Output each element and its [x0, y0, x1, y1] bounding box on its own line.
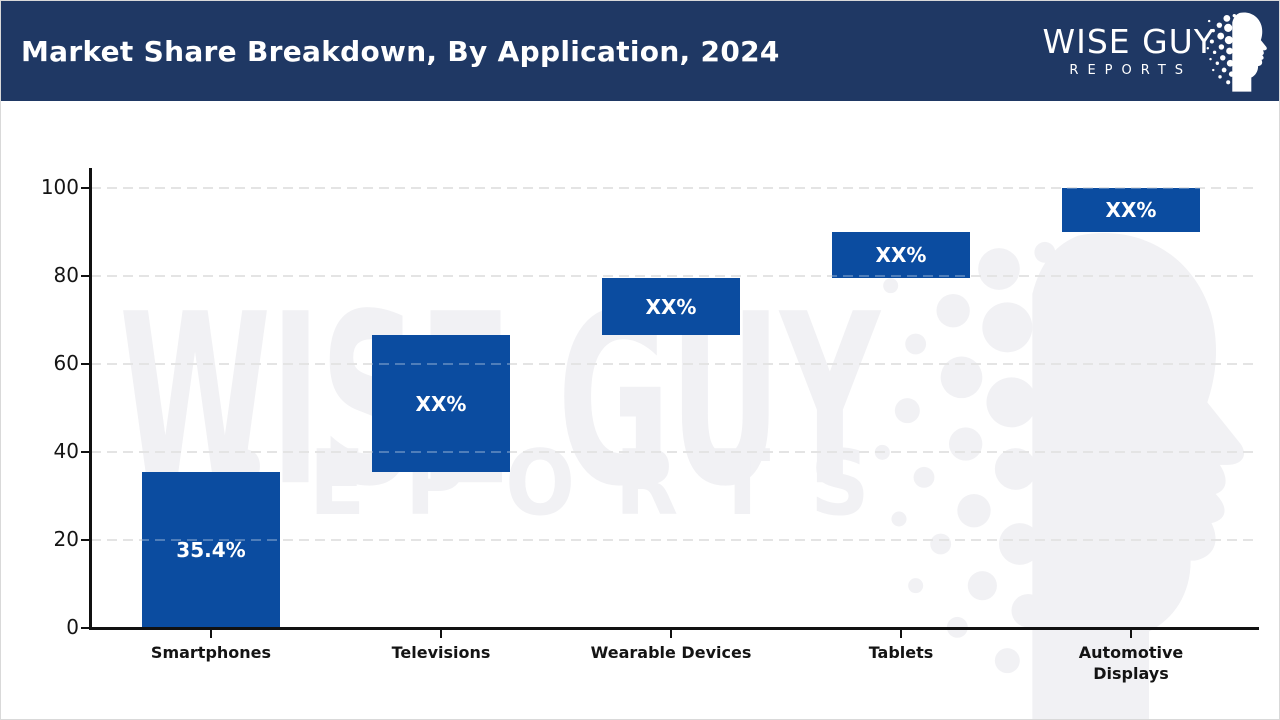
y-tick-mark	[81, 539, 89, 541]
x-tick-mark	[670, 630, 672, 638]
logo-text: WISE GUY REPORTS	[1042, 22, 1215, 78]
bar-value-label: 35.4%	[176, 538, 246, 563]
y-tick-mark	[81, 451, 89, 453]
y-tick-mark	[81, 363, 89, 365]
y-axis-tick-label: 80	[53, 263, 79, 287]
x-axis-tick-label: Smartphones	[111, 642, 311, 663]
y-axis-tick-label: 60	[53, 351, 79, 375]
x-axis-tick-label: Wearable Devices	[571, 642, 771, 663]
y-axis-tick-label: 40	[53, 439, 79, 463]
x-axis-tick-label-line: Wearable Devices	[590, 643, 752, 662]
y-axis-tick-label: 0	[66, 615, 79, 639]
x-axis-tick-label-line: Smartphones	[150, 643, 272, 662]
x-tick-mark	[440, 630, 442, 638]
watermark-face-graphic	[839, 219, 1259, 719]
y-axis-line	[89, 168, 92, 630]
gridline-overlay	[91, 187, 1257, 189]
y-tick-mark	[81, 275, 89, 277]
x-axis-tick-label-line: Televisions	[391, 643, 491, 662]
header-bar: Market Share Breakdown, By Application, …	[1, 1, 1279, 101]
x-axis-tick-label: Televisions	[341, 642, 541, 663]
wise-guy-reports-logo: WISE GUY REPORTS	[1042, 7, 1269, 95]
x-tick-mark	[210, 630, 212, 638]
logo-wise-guy-label: WISE GUY	[1042, 22, 1215, 62]
y-tick-mark	[81, 627, 89, 629]
logo-reports-label: REPORTS	[1069, 62, 1193, 78]
y-tick-mark	[81, 187, 89, 189]
watermark-text-line2: REPORTS	[206, 431, 910, 536]
chart-title: Market Share Breakdown, By Application, …	[21, 34, 780, 68]
y-axis-tick-label: 100	[40, 175, 79, 199]
gridline	[91, 187, 1257, 189]
y-axis-tick-label: 20	[53, 527, 79, 551]
